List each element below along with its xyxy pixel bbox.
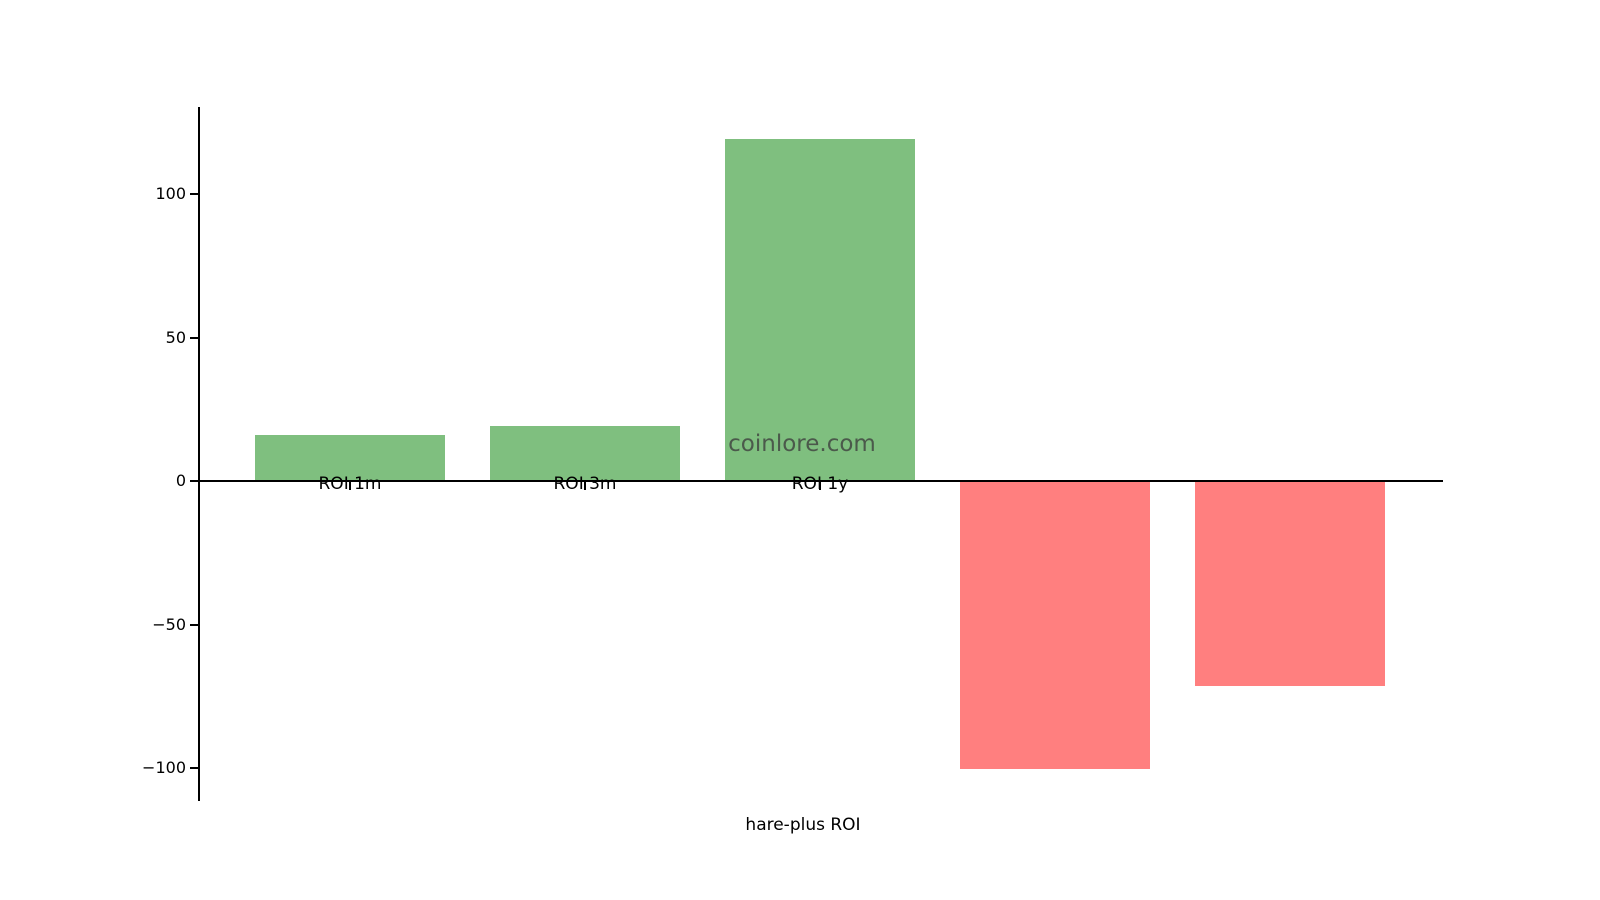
x-tick-mark [819,482,821,490]
x-tick-label: ROI 1m [318,474,382,494]
chart-bar-roi-1y [725,139,915,481]
x-axis-zero-line [198,480,1443,482]
y-tick-mark [190,623,198,626]
x-tick-mark [349,482,351,490]
y-tick-mark [190,480,198,482]
y-tick-label: 0 [175,471,186,490]
x-tick-label: ROI 1y [791,474,849,494]
x-tick-label: ROI 3m [553,474,617,494]
chart-bar-negative-3 [960,482,1150,769]
y-tick-mark [190,336,198,339]
y-tick-mark [190,767,198,769]
y-axis-spine [198,107,200,801]
y-tick-label: −50 [152,614,186,634]
chart-bar-roi-1m [255,435,445,481]
chart-title: hare-plus ROI [745,815,861,835]
y-tick-label: 50 [165,327,186,347]
chart-bar-negative-4 [1195,482,1385,686]
watermark-text: coinlore.com [728,431,876,457]
x-tick-mark [584,482,586,490]
y-tick-label: −100 [142,758,186,777]
chart-bar-roi-3m [490,426,680,481]
y-tick-label: 100 [155,184,186,203]
y-tick-mark [190,193,198,195]
